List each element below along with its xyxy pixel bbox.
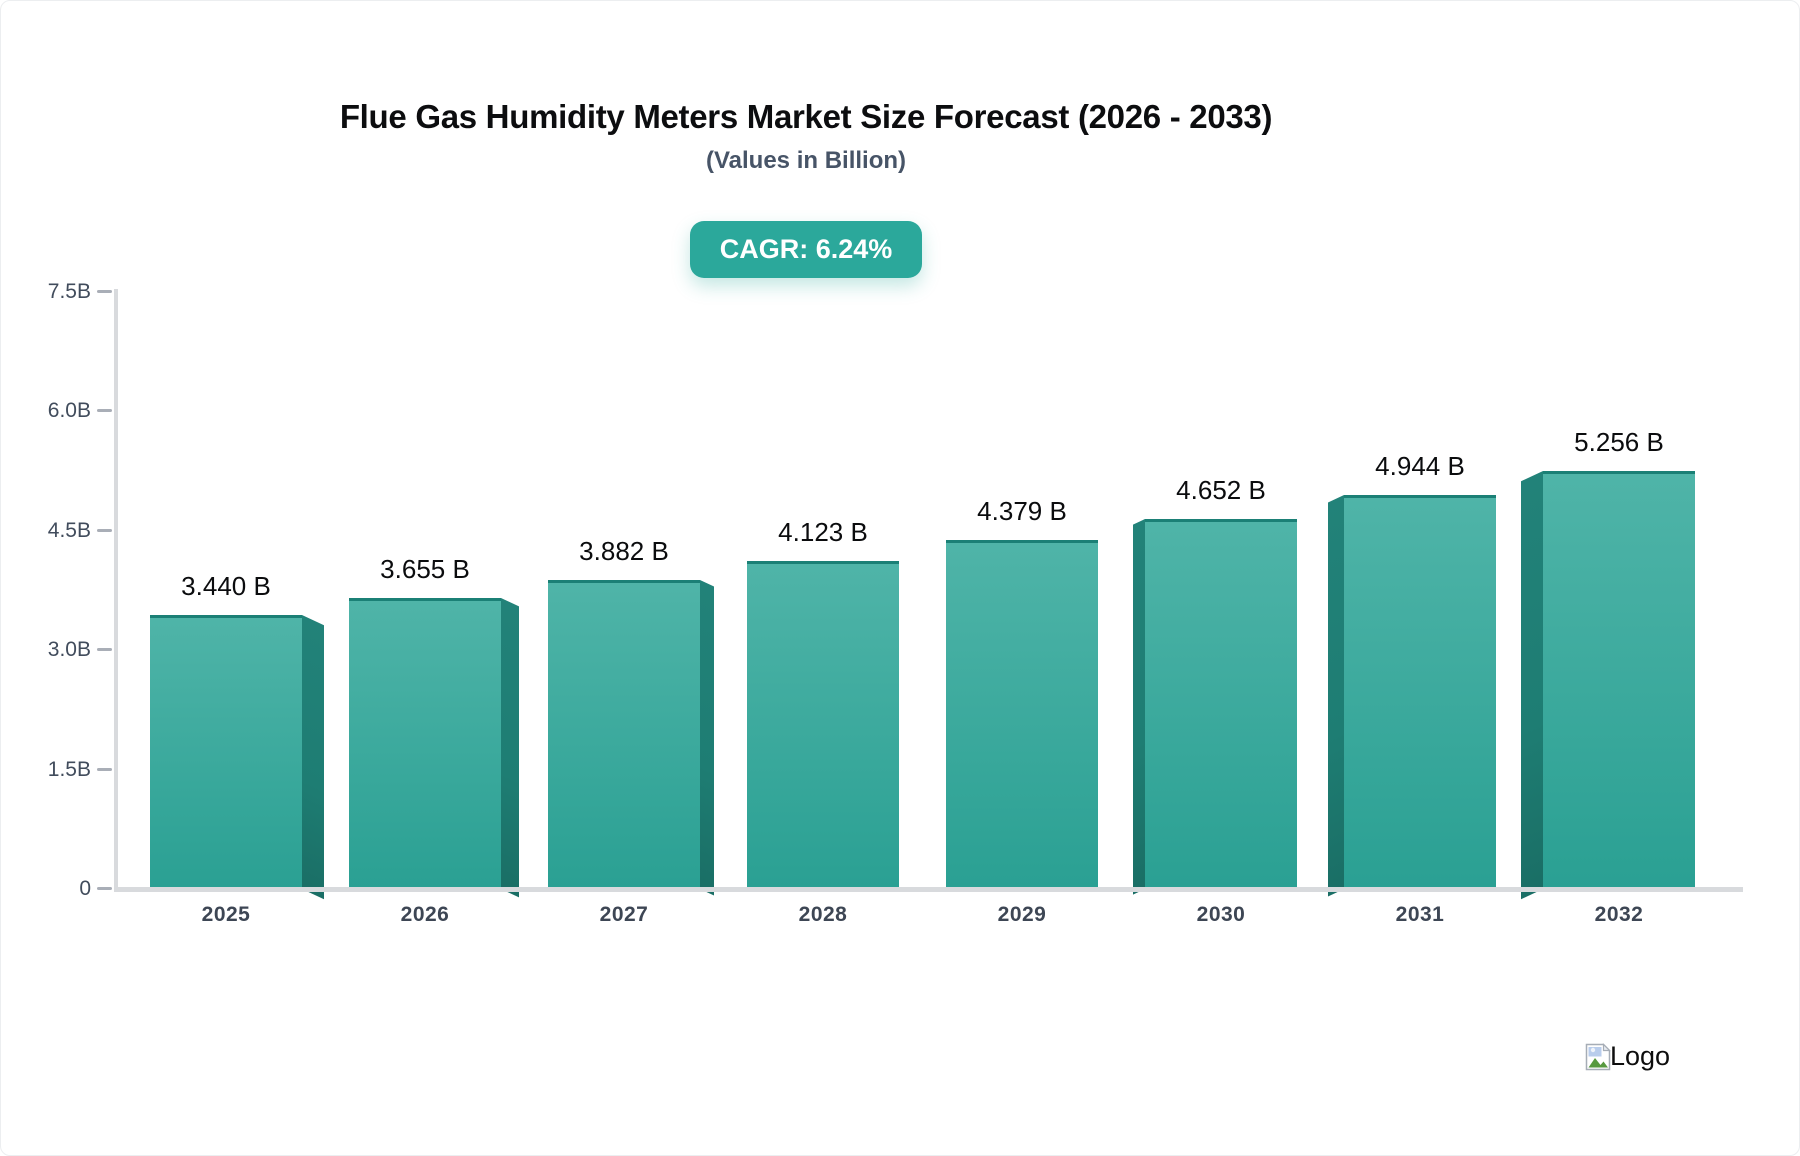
y-axis-tick-label: 0 bbox=[79, 877, 91, 900]
chart-title: Flue Gas Humidity Meters Market Size For… bbox=[339, 98, 1273, 135]
x-axis-label-2031: 2031 bbox=[1395, 903, 1445, 926]
bar-2032[interactable] bbox=[1543, 470, 1695, 889]
y-axis-tick-mark bbox=[97, 409, 112, 413]
bar-2030[interactable] bbox=[1145, 518, 1297, 889]
broken-image-icon bbox=[1585, 1042, 1611, 1070]
bar-value-label-2029: 4.379 B bbox=[977, 496, 1067, 527]
bar-2025[interactable] bbox=[150, 615, 302, 889]
y-axis-tick-label: 3.0B bbox=[47, 638, 91, 662]
bar-2028[interactable] bbox=[747, 560, 899, 889]
bar-side-2032 bbox=[1521, 470, 1543, 900]
bar-2027[interactable] bbox=[548, 579, 700, 889]
y-axis-tick-label: 6.0B bbox=[47, 399, 91, 423]
logo: Logo bbox=[1583, 1041, 1670, 1072]
x-axis-label-2026: 2026 bbox=[400, 903, 450, 926]
y-axis-tick-label: 4.5B bbox=[47, 518, 91, 542]
bar-2031[interactable] bbox=[1344, 495, 1496, 889]
bar-value-label-2032: 5.256 B bbox=[1574, 426, 1664, 457]
bar-value-label-2026: 3.655 B bbox=[380, 554, 470, 585]
chart-subtitle: (Values in Billion) bbox=[705, 147, 907, 174]
x-axis-label-2029: 2029 bbox=[997, 903, 1047, 926]
bar-value-label-2025: 3.440 B bbox=[181, 571, 271, 602]
x-axis-label-2032: 2032 bbox=[1594, 903, 1644, 926]
y-axis-tick-mark bbox=[97, 528, 112, 532]
bar-2026[interactable] bbox=[349, 598, 501, 889]
bar-value-label-2027: 3.882 B bbox=[579, 535, 669, 566]
bar-side-2030 bbox=[1133, 518, 1145, 895]
x-axis-label-2025: 2025 bbox=[201, 903, 251, 926]
chart-header: Flue Gas Humidity Meters Market Size For… bbox=[1, 1, 1611, 278]
bar-side-2031 bbox=[1328, 495, 1344, 897]
x-axis-baseline bbox=[114, 887, 1743, 892]
bar-2029[interactable] bbox=[946, 540, 1098, 889]
y-axis-line bbox=[114, 289, 118, 889]
y-axis-tick-mark bbox=[97, 887, 112, 890]
bar-value-label-2031: 4.944 B bbox=[1375, 451, 1465, 482]
y-axis-tick-mark bbox=[97, 767, 112, 771]
cagr-badge-label: CAGR: 6.24% bbox=[719, 234, 893, 264]
bar-value-label-2030: 4.652 B bbox=[1176, 474, 1266, 505]
y-axis-tick-label: 1.5B bbox=[47, 757, 91, 781]
cagr-badge: CAGR: 6.24% bbox=[689, 221, 923, 278]
x-axis-label-2028: 2028 bbox=[798, 903, 848, 926]
x-axis-label-2027: 2027 bbox=[599, 903, 649, 926]
bar-side-2027 bbox=[700, 579, 714, 896]
bar-value-label-2028: 4.123 B bbox=[778, 516, 868, 547]
bar-side-2026 bbox=[501, 598, 519, 898]
y-axis-tick-mark bbox=[97, 290, 112, 293]
y-axis-tick-mark bbox=[97, 648, 112, 652]
y-axis-tick-label: 7.5B bbox=[47, 280, 91, 303]
bar-side-2025 bbox=[302, 615, 324, 900]
x-axis-label-2030: 2030 bbox=[1196, 903, 1246, 926]
logo-alt-text: Logo bbox=[1610, 1041, 1671, 1071]
